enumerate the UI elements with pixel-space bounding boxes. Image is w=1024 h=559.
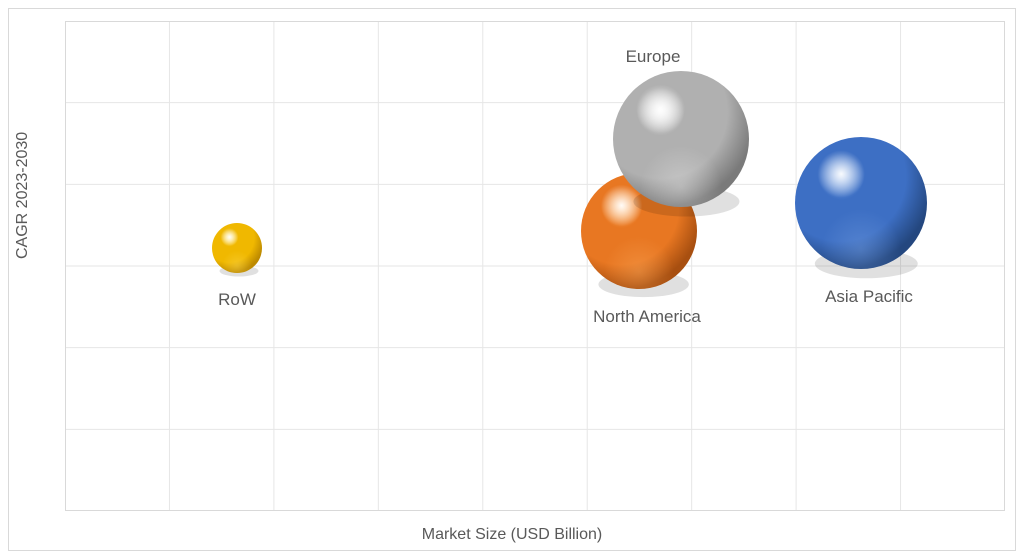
x-axis-title: Market Size (USD Billion) xyxy=(9,526,1015,544)
bubble-label-europe: Europe xyxy=(626,47,681,67)
y-axis-title: CAGR 2023-2030 xyxy=(14,132,32,259)
plot-svg xyxy=(65,21,1005,511)
chart-frame: RoW North America Europe Asia Pacific CAGR … xyxy=(8,8,1016,551)
bubble-label-row: RoW xyxy=(218,290,256,310)
bubble-label-north-america: North America xyxy=(593,307,701,327)
bubble-label-asia-pacific: Asia Pacific xyxy=(825,287,913,307)
bubble-plot: RoW North America Europe Asia Pacific xyxy=(65,21,1005,511)
